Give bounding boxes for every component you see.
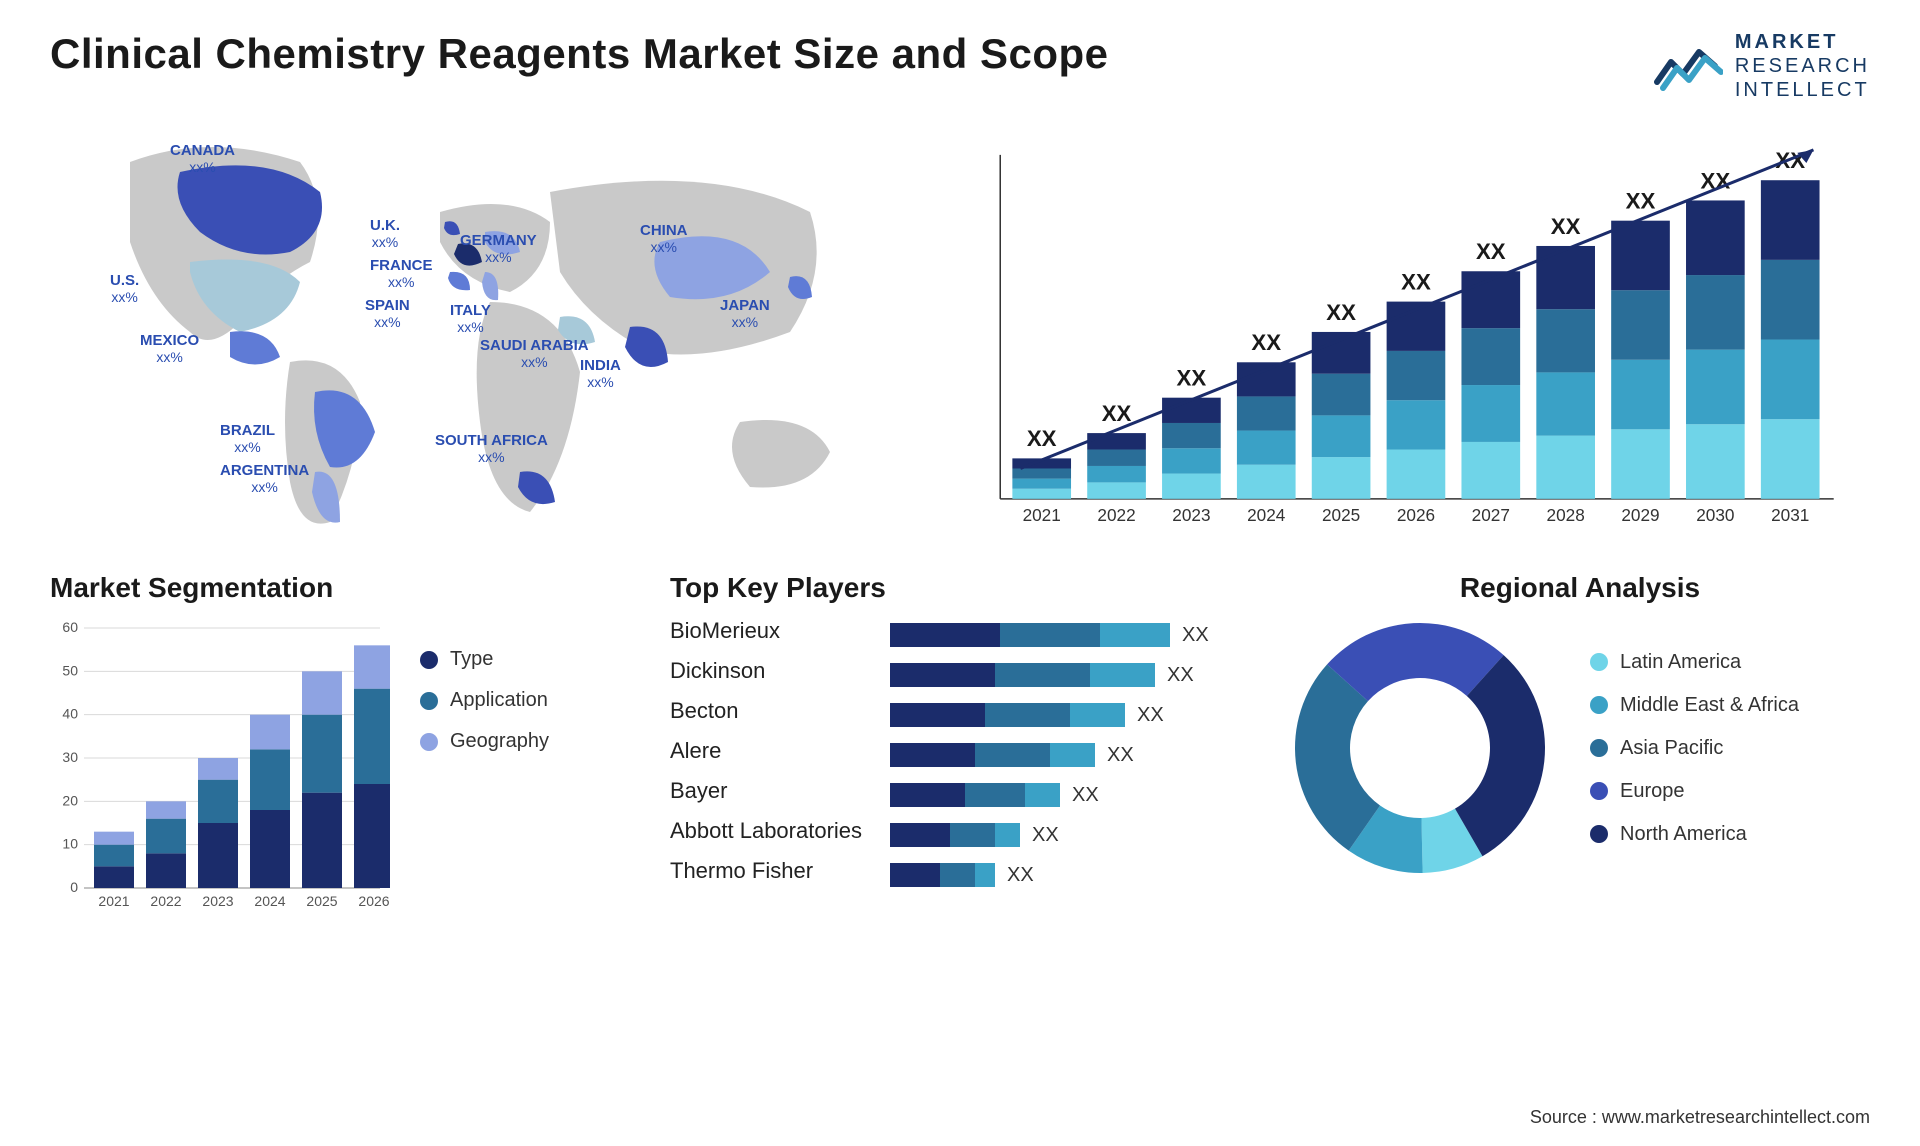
top-row: CANADAxx% U.S.xx%MEXICOxx% BRAZILxx% ARGENT… (50, 122, 1870, 542)
svg-text:50: 50 (62, 662, 78, 678)
players-bars: XX XX XX XX XX XX XX (890, 618, 1250, 888)
svg-text:40: 40 (62, 706, 78, 722)
segmentation-legend: Type Application Geography (420, 618, 549, 918)
player-label: Thermo Fisher (670, 858, 870, 884)
brand-logo: MARKET RESEARCH INTELLECT (1653, 30, 1870, 102)
svg-text:XX: XX (1177, 366, 1207, 391)
svg-text:XX: XX (1027, 426, 1057, 451)
svg-text:XX: XX (1476, 239, 1506, 264)
player-bar-row: XX (890, 742, 1250, 768)
legend-item: Latin America (1590, 651, 1799, 674)
map-label: BRAZILxx% (220, 422, 275, 455)
regional-donut (1290, 618, 1550, 878)
svg-text:20: 20 (62, 792, 78, 808)
svg-text:2022: 2022 (150, 893, 181, 909)
map-label: MEXICOxx% (140, 332, 199, 365)
svg-text:2025: 2025 (1322, 505, 1360, 525)
map-label: JAPANxx% (720, 297, 770, 330)
player-bar-row: XX (890, 702, 1250, 728)
svg-text:2024: 2024 (1247, 505, 1286, 525)
map-label: SPAINxx% (365, 297, 410, 330)
player-label: Alere (670, 738, 870, 764)
player-label: Bayer (670, 778, 870, 804)
svg-text:2026: 2026 (1397, 505, 1435, 525)
svg-text:2024: 2024 (254, 893, 285, 909)
players-labels: BioMerieux Dickinson Becton Alere Bayer Abbot… (670, 618, 870, 888)
svg-text:XX: XX (1551, 214, 1581, 239)
map-label: FRANCExx% (370, 257, 433, 290)
map-label: SOUTH AFRICAxx% (435, 432, 548, 465)
svg-text:2027: 2027 (1472, 505, 1510, 525)
legend-item: Europe (1590, 780, 1799, 803)
world-map-panel: CANADAxx% U.S.xx%MEXICOxx% BRAZILxx% ARGENT… (50, 122, 930, 542)
player-label: BioMerieux (670, 618, 870, 644)
svg-text:2021: 2021 (98, 893, 129, 909)
legend-item: North America (1590, 823, 1799, 846)
map-label: GERMANYxx% (460, 232, 537, 265)
map-label: ITALYxx% (450, 302, 491, 335)
regional-legend: Latin America Middle East & Africa Asia Pa… (1590, 651, 1799, 846)
map-label: ARGENTINAxx% (220, 462, 309, 495)
player-bar-row: XX (890, 822, 1250, 848)
legend-item: Asia Pacific (1590, 737, 1799, 760)
segmentation-chart: 0 10 20 30 40 50 60 2021 2022 2023 2024 2025 2026 (50, 618, 390, 918)
svg-text:XX: XX (1102, 401, 1132, 426)
player-label: Becton (670, 698, 870, 724)
players-panel: Top Key Players BioMerieux Dickinson Becto… (670, 572, 1250, 918)
svg-text:2022: 2022 (1097, 505, 1135, 525)
svg-text:2026: 2026 (358, 893, 389, 909)
svg-text:XX: XX (1626, 189, 1656, 214)
bottom-row: Market Segmentation 0 10 20 30 40 50 60 2021 202… (50, 572, 1870, 918)
growth-chart-panel: XX 2021 XX 2022 XX 2023 XX 2024 XX 2025 XX 2026 XX 20… (970, 122, 1870, 542)
segmentation-title: Market Segmentation (50, 572, 630, 604)
legend-item: Geography (420, 730, 549, 753)
svg-text:60: 60 (62, 619, 78, 635)
logo-icon (1653, 38, 1723, 94)
header: Clinical Chemistry Reagents Market Size … (50, 30, 1870, 102)
player-bar-row: XX (890, 862, 1250, 888)
legend-item: Middle East & Africa (1590, 694, 1799, 717)
regional-title: Regional Analysis (1290, 572, 1870, 604)
player-bar-row: XX (890, 622, 1250, 648)
svg-text:2031: 2031 (1771, 505, 1809, 525)
page-title: Clinical Chemistry Reagents Market Size … (50, 30, 1109, 78)
svg-text:2021: 2021 (1023, 505, 1061, 525)
logo-text: MARKET RESEARCH INTELLECT (1735, 30, 1870, 102)
svg-text:2030: 2030 (1696, 505, 1734, 525)
svg-text:2025: 2025 (306, 893, 337, 909)
map-label: U.K.xx% (370, 217, 400, 250)
svg-text:2023: 2023 (202, 893, 233, 909)
map-label: CHINAxx% (640, 222, 688, 255)
player-label: Abbott Laboratories (670, 818, 870, 844)
svg-text:XX: XX (1251, 330, 1281, 355)
players-title: Top Key Players (670, 572, 1250, 604)
legend-item: Type (420, 648, 549, 671)
player-label: Dickinson (670, 658, 870, 684)
svg-text:XX: XX (1326, 300, 1356, 325)
map-label: U.S.xx% (110, 272, 139, 305)
growth-chart: XX 2021 XX 2022 XX 2023 XX 2024 XX 2025 XX 2026 XX 20… (980, 132, 1860, 542)
svg-text:2029: 2029 (1621, 505, 1659, 525)
legend-item: Application (420, 689, 549, 712)
source-attribution: Source : www.marketresearchintellect.com (1530, 1107, 1870, 1128)
player-bar-row: XX (890, 782, 1250, 808)
svg-text:30: 30 (62, 749, 78, 765)
svg-text:0: 0 (70, 879, 78, 895)
segmentation-panel: Market Segmentation 0 10 20 30 40 50 60 2021 202… (50, 572, 630, 918)
svg-text:2028: 2028 (1547, 505, 1585, 525)
svg-text:10: 10 (62, 836, 78, 852)
player-bar-row: XX (890, 662, 1250, 688)
svg-text:2023: 2023 (1172, 505, 1210, 525)
map-label: SAUDI ARABIAxx% (480, 337, 589, 370)
svg-text:XX: XX (1401, 269, 1431, 294)
regional-panel: Regional Analysis Latin America Middle Ea… (1290, 572, 1870, 918)
map-label: INDIAxx% (580, 357, 621, 390)
map-label: CANADAxx% (170, 142, 235, 175)
